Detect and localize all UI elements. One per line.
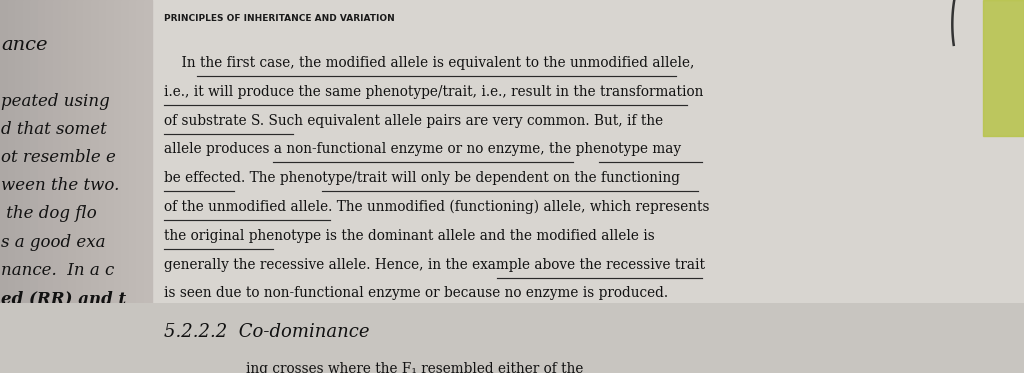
Text: be effected. The phenotype/trait will only be dependent on the functioning: be effected. The phenotype/trait will on…: [164, 171, 680, 185]
Text: . the F₁ (Rr): . the F₁ (Rr): [1, 318, 101, 335]
Text: d that somet: d that somet: [1, 121, 106, 138]
Bar: [7, 0, 15, 303]
Text: ing crosses where the F₁ resembled either of the: ing crosses where the F₁ resembled eithe…: [246, 362, 583, 373]
Bar: [60, 0, 69, 303]
Bar: [69, 0, 76, 303]
Text: ween the two.: ween the two.: [1, 177, 120, 194]
Text: peated using: peated using: [1, 93, 110, 110]
Text: 5.2.2.2  Co-dominance: 5.2.2.2 Co-dominance: [164, 323, 370, 341]
Text: of substrate S. Such equivalent allele pairs are very common. But, if the: of substrate S. Such equivalent allele p…: [164, 114, 663, 128]
Bar: [0, 0, 7, 303]
Bar: [983, 0, 1024, 137]
Bar: [45, 0, 53, 303]
Bar: [15, 0, 23, 303]
Bar: [38, 0, 45, 303]
Bar: [53, 0, 60, 303]
Text: nance.  In a c: nance. In a c: [1, 262, 115, 279]
Bar: [83, 0, 91, 303]
Text: generally the recessive allele. Hence, in the example above the recessive trait: generally the recessive allele. Hence, i…: [164, 257, 705, 272]
Text: i.e., it will produce the same phenotype/trait, i.e., result in the transformati: i.e., it will produce the same phenotype…: [164, 85, 703, 99]
Bar: [106, 0, 114, 303]
Bar: [129, 0, 136, 303]
Bar: [91, 0, 98, 303]
Bar: [76, 0, 83, 303]
Bar: [31, 0, 38, 303]
Text: ot resemble e: ot resemble e: [1, 149, 116, 166]
Text: ance: ance: [1, 36, 47, 54]
Bar: [136, 0, 144, 303]
Text: ed (RR) and t: ed (RR) and t: [1, 290, 126, 307]
Text: the dog flo: the dog flo: [1, 206, 97, 222]
Bar: [98, 0, 106, 303]
Text: PRINCIPLES OF INHERITANCE AND VARIATION: PRINCIPLES OF INHERITANCE AND VARIATION: [164, 14, 394, 23]
Text: the original phenotype is the dominant allele and the modified allele is: the original phenotype is the dominant a…: [164, 229, 654, 243]
Text: of the unmodified allele. The unmodified (functioning) allele, which represents: of the unmodified allele. The unmodified…: [164, 200, 710, 214]
Bar: [152, 0, 1024, 303]
Text: In the first case, the modified allele is equivalent to the unmodified allele,: In the first case, the modified allele i…: [164, 56, 694, 70]
Text: s a good exa: s a good exa: [1, 233, 105, 251]
Bar: [114, 0, 121, 303]
Text: allele produces a non-functional enzyme or no enzyme, the phenotype may: allele produces a non-functional enzyme …: [164, 142, 681, 156]
Bar: [144, 0, 152, 303]
Bar: [121, 0, 129, 303]
Text: is seen due to non-functional enzyme or because no enzyme is produced.: is seen due to non-functional enzyme or …: [164, 286, 668, 300]
Bar: [23, 0, 31, 303]
